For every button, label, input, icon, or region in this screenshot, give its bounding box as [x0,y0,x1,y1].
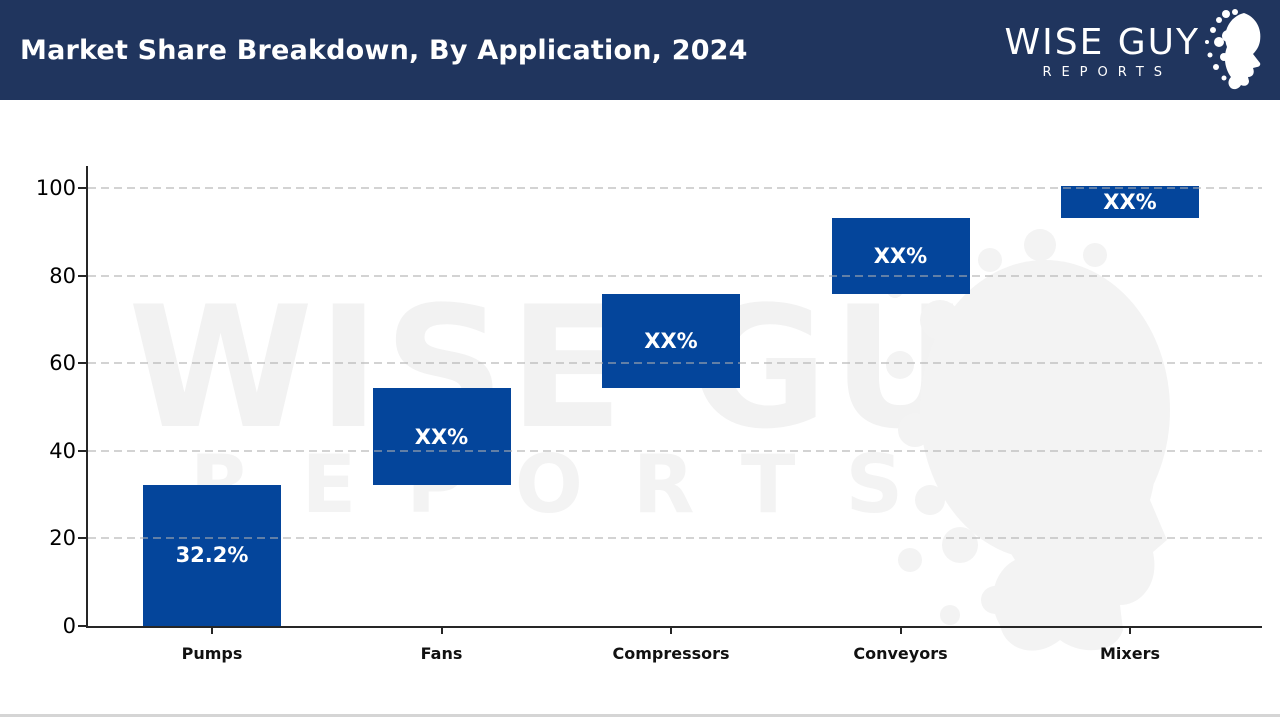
bar-value-label: XX% [1103,189,1157,214]
bar-value-label: 32.2% [175,543,249,568]
y-axis-tick-0 [78,625,86,627]
x-axis-line [86,626,1262,628]
x-axis-tick-0 [211,626,213,634]
brand-logo: WISE GUY REPORTS [1005,8,1265,94]
y-axis-tick-100 [78,186,86,189]
brand-face-icon [1205,9,1261,90]
page-title: Market Share Breakdown, By Application, … [20,34,748,66]
y-axis-tick-40 [78,449,86,452]
y-axis-label-60: 60 [49,351,76,376]
y-axis-label-80: 80 [49,263,76,288]
y-axis-tick-80 [78,274,86,277]
waterfall-bar-conveyors: XX% [831,217,970,294]
bottom-border [0,714,1280,717]
header-bar: Market Share Breakdown, By Application, … [0,0,1280,100]
brand-name: WISE GUY [1004,21,1200,63]
y-axis-line [86,166,88,628]
watermark-text-2: REPORTS [190,438,954,531]
plot-area: 0 20 40 60 80 100 32.2% Pumps XX% Fans XX% Compress… [36,166,1262,663]
bar-value-label: XX% [873,243,928,268]
waterfall-bar-fans: XX% [372,388,511,485]
y-axis-tick-20 [78,537,86,540]
brand-logo-text: WISE GUY REPORTS [1004,21,1201,80]
x-axis-tick-2 [670,626,672,634]
chart-canvas: WISE GUY REPORTS 0 20 40 60 80 100 32.2% Pumps X… [0,100,1280,717]
waterfall-bar-compressors: XX% [602,293,740,389]
watermark-face-icon [886,229,1170,651]
brand-subname: REPORTS [1042,64,1173,80]
y-axis-label-0: 0 [62,614,76,638]
x-axis-label-fans: Fans [420,644,463,663]
y-axis-label-40: 40 [49,438,76,463]
x-axis-label-pumps: Pumps [181,644,243,663]
y-axis-tick-60 [78,362,86,365]
gridline-80 [88,274,1262,277]
x-axis-tick-3 [899,626,902,634]
bar-value-label: XX% [414,424,469,449]
waterfall-bar-mixers: XX% [1061,186,1199,218]
x-axis-label-compressors: Compressors [612,644,730,663]
waterfall-bar-pumps: 32.2% [143,484,281,626]
x-axis-label-mixers: Mixers [1100,644,1160,663]
y-axis-label-20: 20 [49,526,76,551]
x-axis-tick-1 [440,626,443,634]
bar-value-label: XX% [644,329,698,354]
x-axis-tick-4 [1129,626,1131,634]
gridline-40 [88,449,1262,452]
x-axis-label-conveyors: Conveyors [853,644,948,663]
y-axis-label-100: 100 [35,175,76,200]
